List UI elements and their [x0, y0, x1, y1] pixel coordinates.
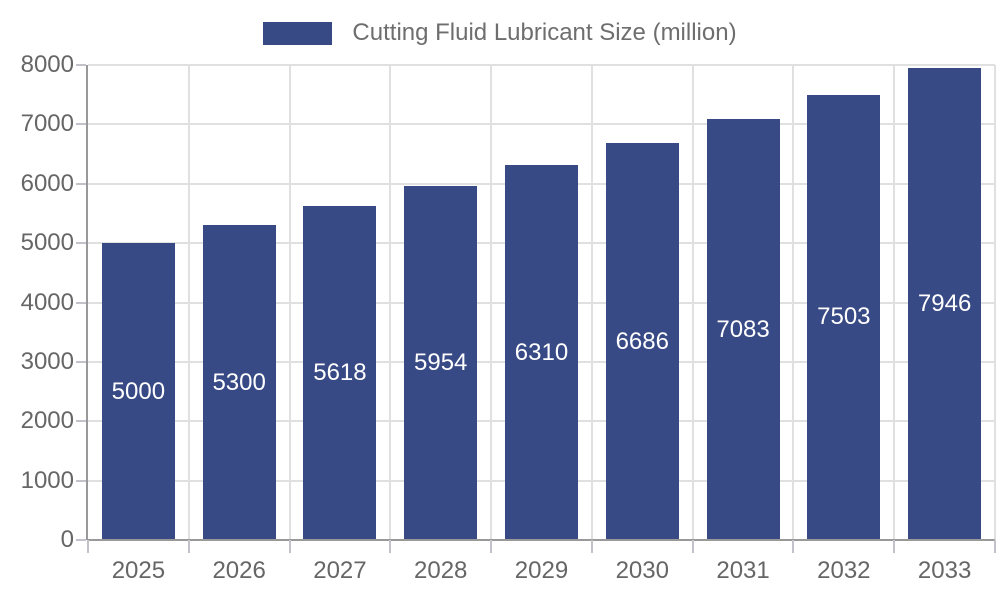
bar-value-label: 7083 — [716, 315, 770, 343]
x-tick-label: 2025 — [111, 557, 166, 584]
y-tick — [76, 479, 86, 482]
x-tick — [691, 540, 694, 553]
x-tick — [893, 540, 896, 553]
bar: 5000 — [101, 243, 175, 540]
bar-value-label: 5954 — [414, 349, 468, 377]
gridline-vertical — [792, 65, 795, 540]
x-tick — [288, 540, 291, 553]
bar: 5300 — [202, 225, 276, 540]
bar: 7083 — [706, 119, 780, 540]
bar-value-label: 7946 — [917, 290, 972, 318]
bar: 6686 — [605, 143, 679, 540]
x-tick — [389, 540, 392, 553]
y-tick-label: 7000 — [20, 110, 74, 138]
bar: 6310 — [505, 165, 578, 540]
bar: 7946 — [908, 68, 982, 540]
x-tick-label: 2026 — [212, 557, 266, 584]
y-tick-label: 4000 — [20, 288, 74, 316]
y-tick — [76, 539, 86, 541]
y-tick — [76, 301, 86, 304]
y-tick — [76, 182, 86, 185]
x-tick-label: 2027 — [313, 557, 367, 584]
x-tick-label: 2033 — [917, 557, 972, 584]
gridline-vertical — [187, 65, 190, 540]
gridline-vertical — [288, 65, 291, 540]
y-tick-label: 6000 — [20, 169, 74, 197]
gridline-vertical — [590, 65, 593, 540]
bar: 5954 — [404, 186, 478, 540]
legend-label: Cutting Fluid Lubricant Size (million) — [352, 19, 737, 46]
bar-value-label: 6310 — [514, 338, 569, 366]
x-tick-label: 2032 — [817, 557, 871, 584]
y-axis-line — [86, 65, 88, 540]
y-tick — [76, 420, 86, 423]
gridline-vertical — [893, 65, 896, 540]
gridline-vertical — [994, 65, 996, 540]
bar-value-label: 5000 — [111, 377, 166, 405]
x-tick — [490, 540, 493, 553]
bar: 5618 — [303, 206, 377, 540]
y-tick-label: 1000 — [20, 466, 74, 494]
bar: 7503 — [807, 94, 881, 540]
x-tick — [792, 540, 795, 553]
gridline-vertical — [389, 65, 392, 540]
x-tick — [994, 540, 996, 553]
bar-value-label: 5300 — [212, 368, 266, 396]
y-tick-label: 2000 — [20, 407, 74, 435]
bar-value-label: 5618 — [313, 359, 367, 387]
gridline-horizontal — [88, 123, 995, 126]
x-tick-label: 2028 — [414, 557, 468, 584]
x-tick — [590, 540, 593, 553]
y-tick-label: 3000 — [20, 347, 74, 375]
y-tick — [76, 123, 86, 126]
y-tick-label: 8000 — [20, 51, 74, 78]
x-tick-label: 2029 — [514, 557, 569, 584]
y-tick-label: 0 — [60, 526, 74, 553]
gridline-vertical — [490, 65, 493, 540]
gridline-horizontal — [88, 64, 995, 66]
x-tick-label: 2030 — [615, 557, 669, 584]
y-tick — [76, 242, 86, 245]
gridline-vertical — [691, 65, 694, 540]
y-tick — [76, 64, 86, 66]
x-tick-label: 2031 — [716, 557, 770, 584]
y-tick — [76, 360, 86, 363]
legend[interactable]: Cutting Fluid Lubricant Size (million) — [0, 19, 1000, 47]
y-tick-label: 5000 — [20, 229, 74, 257]
legend-swatch — [263, 21, 333, 45]
bar-value-label: 7503 — [817, 303, 871, 331]
x-tick — [87, 540, 89, 553]
x-axis-line — [88, 539, 995, 541]
bar-value-label: 6686 — [615, 327, 669, 355]
x-tick — [187, 540, 190, 553]
